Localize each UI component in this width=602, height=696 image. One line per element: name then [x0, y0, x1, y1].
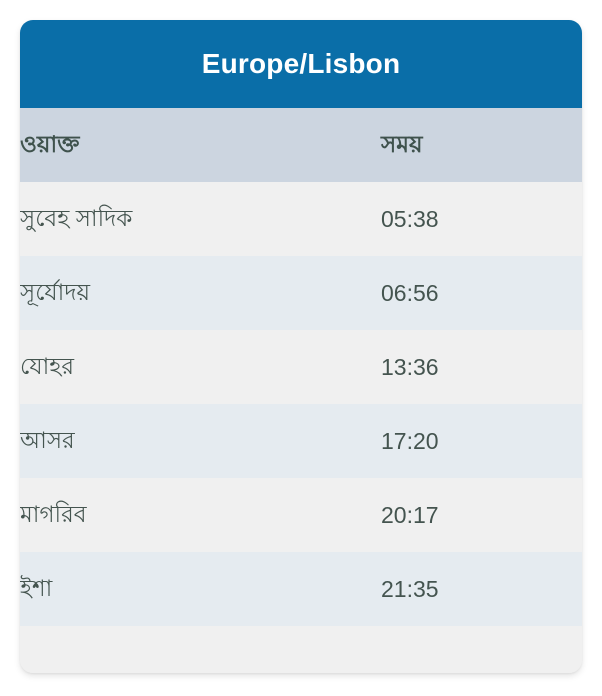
prayer-time [381, 626, 582, 673]
prayer-name: সূর্যোদয় [20, 278, 90, 305]
prayer-name [20, 626, 381, 673]
table-row: যোহর 13:36 [20, 330, 582, 404]
prayer-times-card: Europe/Lisbon ওয়াক্ত সময় সুবেহ সাদিক 0… [20, 20, 582, 673]
table-head: ওয়াক্ত সময় [20, 108, 582, 182]
prayer-time: 06:56 [381, 279, 439, 306]
table-row-empty [20, 626, 582, 673]
prayer-time: 21:35 [381, 575, 439, 602]
table-row: মাগরিব 20:17 [20, 478, 582, 552]
prayer-name: সুবেহ সাদিক [20, 204, 133, 231]
prayer-name: আসর [20, 426, 75, 453]
table-row: ইশা 21:35 [20, 552, 582, 626]
prayer-time: 13:36 [381, 353, 439, 380]
prayer-time: 20:17 [381, 501, 439, 528]
table-body: সুবেহ সাদিক 05:38 সূর্যোদয় 06:56 যোহর 1… [20, 182, 582, 673]
column-header-waqt: ওয়াক্ত [20, 130, 80, 157]
table-row: আসর 17:20 [20, 404, 582, 478]
prayer-time: 05:38 [381, 205, 439, 232]
table-row: সুবেহ সাদিক 05:38 [20, 182, 582, 256]
prayer-times-table: ওয়াক্ত সময় সুবেহ সাদিক 05:38 সূর্যোদয়… [20, 108, 582, 673]
prayer-time: 17:20 [381, 427, 439, 454]
column-header-time: সময় [381, 130, 423, 157]
prayer-name: ইশা [20, 574, 53, 601]
table-header-row: ওয়াক্ত সময় [20, 108, 582, 182]
prayer-name: যোহর [20, 352, 74, 379]
table-row: সূর্যোদয় 06:56 [20, 256, 582, 330]
page-title: Europe/Lisbon [20, 20, 582, 108]
prayer-name: মাগরিব [20, 500, 87, 527]
